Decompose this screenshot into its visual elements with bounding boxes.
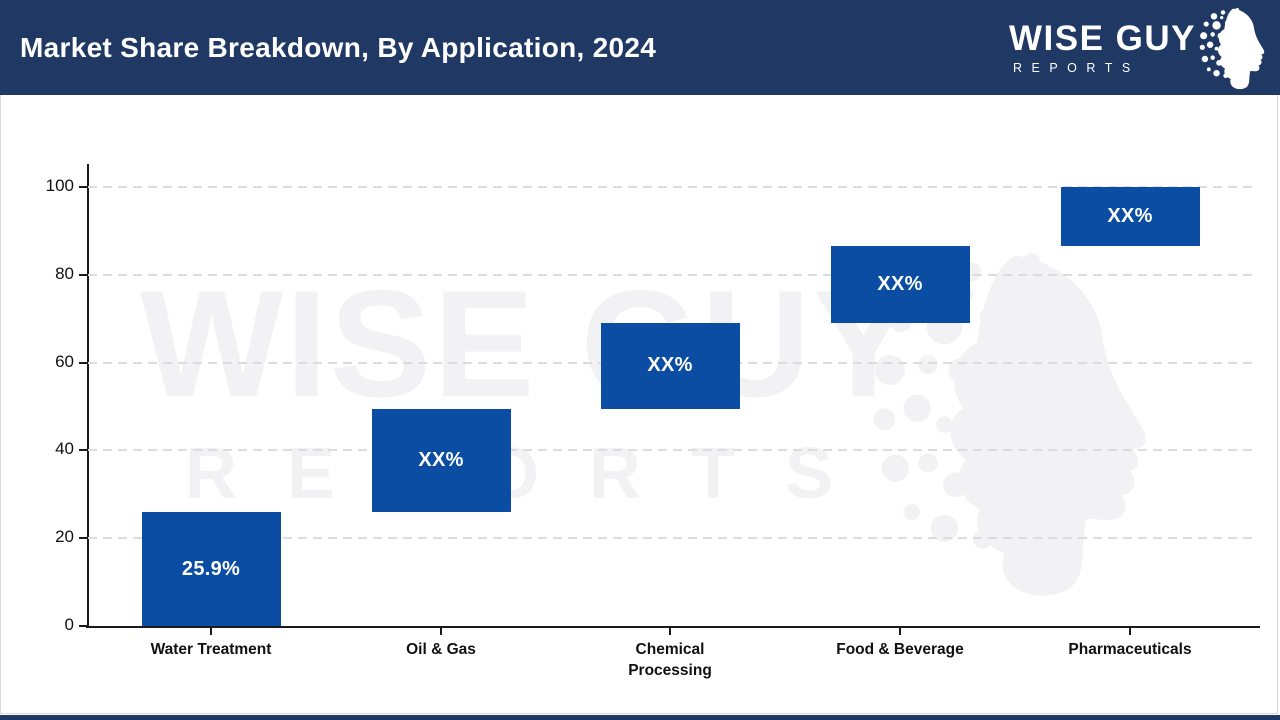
bar-label-water-treatment: 25.9% [181,557,241,580]
bar-label-food-beverage: XX% [877,272,923,295]
gridline-80 [88,273,1253,276]
x-axis-label-oil-gas: Oil & Gas [406,641,476,658]
gridline-40 [88,449,1253,452]
wiseguy-logo: WISE GUY REPORTS [1009,5,1270,90]
y-tick-20 [79,537,87,540]
bar-water-treatment: 25.9% [141,512,281,626]
logo-wordmark: WISE GUY [1008,18,1196,58]
y-axis-label: 40 [55,439,74,459]
logo-text: WISE GUY REPORTS [1009,21,1196,75]
bar-food-beverage: XX% [830,245,970,323]
x-axis-label-chemical-processing: Chemical Processing [628,641,712,679]
y-axis-line [87,164,89,628]
y-axis-label: 0 [64,615,74,634]
bar-chemical-processing: XX% [600,322,740,409]
report-header: Market Share Breakdown, By Application, … [0,0,1280,95]
x-axis-label-food-beverage: Food & Beverage [836,641,964,658]
y-axis-label: 20 [55,527,74,547]
bar-label-oil-gas: XX% [418,448,464,471]
page-title: Market Share Breakdown, By Application, … [20,31,657,63]
y-axis-label: 80 [55,263,74,283]
logo-subtext: REPORTS [1012,60,1140,75]
bar-label-pharmaceuticals: XX% [1107,204,1153,227]
y-tick-100 [79,186,87,188]
gridline-100 [88,186,1253,188]
y-tick-40 [79,449,87,452]
bar-pharmaceuticals: XX% [1060,187,1200,246]
x-axis-label-pharmaceuticals: Pharmaceuticals [1068,641,1192,658]
gridline-20 [88,537,1253,540]
x-tick-water-treatment [210,628,212,635]
y-tick-80 [79,273,87,276]
y-axis-label: 100 [45,176,74,195]
x-tick-food-beverage [899,628,901,635]
y-tick-60 [79,361,87,364]
x-axis-line [86,626,1260,628]
x-tick-oil-gas [440,628,442,635]
bar-label-chemical-processing: XX% [647,354,693,377]
y-tick-0 [79,625,87,627]
x-axis-label-water-treatment: Water Treatment [150,641,272,658]
bar-oil-gas: XX% [371,408,511,513]
footer-bar [0,715,1280,720]
y-axis-label: 60 [55,351,74,371]
x-tick-chemical-processing [669,628,671,635]
x-tick-pharmaceuticals [1129,628,1131,635]
